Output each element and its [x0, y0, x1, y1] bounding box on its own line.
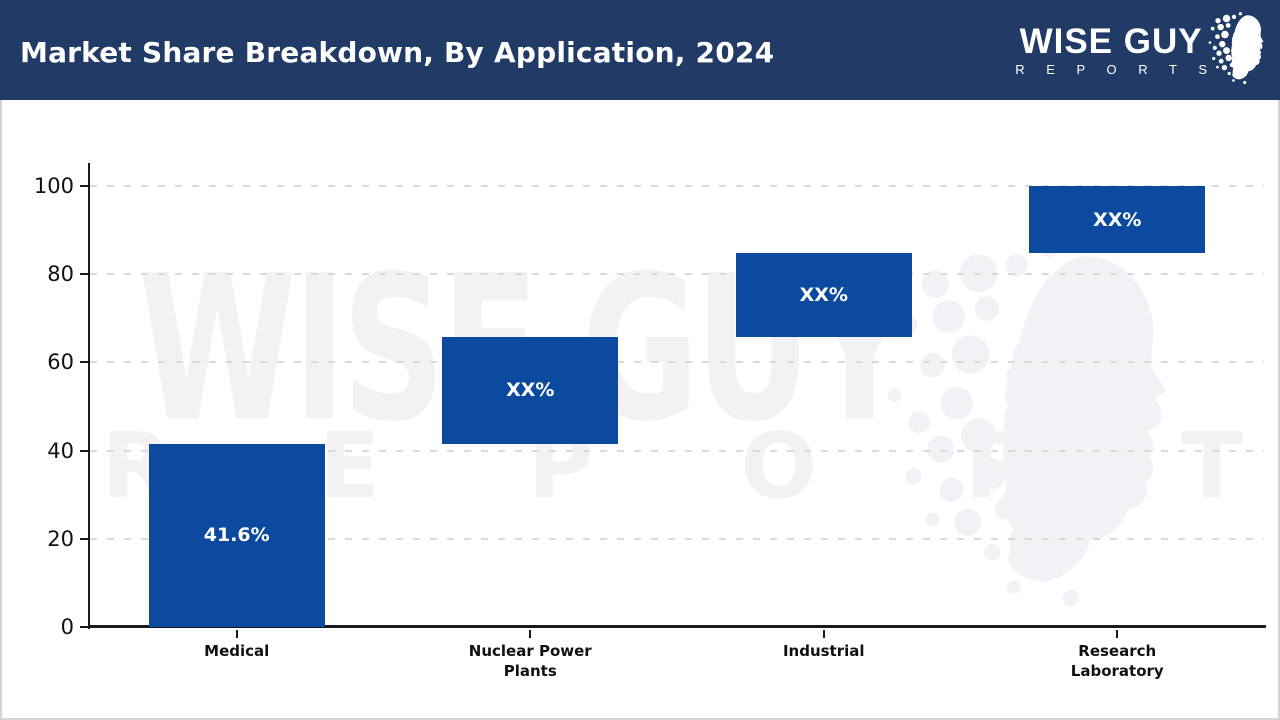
- bar-value-label: 41.6%: [203, 524, 270, 547]
- chart-figure: WISE GUY R E P O R T S 02040608010041.6%…: [0, 100, 1280, 720]
- bar-3: XX%: [735, 253, 912, 338]
- bar-value-label: XX%: [1093, 208, 1142, 231]
- y-tick-mark: [80, 273, 88, 276]
- wise-guy-head-icon: [1202, 10, 1266, 90]
- y-tick-label: 60: [47, 350, 74, 375]
- bar-1: 41.6%: [148, 443, 325, 627]
- y-tick-label: 40: [47, 438, 74, 463]
- x-tick-mark: [1116, 630, 1119, 638]
- logo-subtitle: R E P O R T S: [1015, 61, 1216, 77]
- x-tick-mark: [235, 630, 238, 638]
- bar-2: XX%: [442, 337, 619, 444]
- y-tick-mark: [80, 626, 88, 628]
- y-tick-mark: [80, 537, 88, 540]
- y-tick-label: 80: [47, 262, 74, 287]
- x-category-label: Medical: [204, 642, 270, 660]
- gridline-y-40: [90, 449, 1264, 452]
- y-tick-label: 20: [47, 526, 74, 551]
- y-tick-label: 100: [33, 174, 74, 198]
- bar-value-label: XX%: [506, 379, 555, 402]
- x-category-label: Nuclear Power Plants: [468, 642, 592, 680]
- y-tick-mark: [80, 361, 88, 364]
- bar-4: XX%: [1029, 186, 1206, 254]
- x-category-label: Research Laboratory: [1070, 642, 1164, 680]
- x-category-label: Industrial: [782, 642, 865, 660]
- y-tick-mark: [80, 449, 88, 452]
- gridline-y-20: [90, 537, 1264, 540]
- logo-wordmark: WISE GUY: [1019, 21, 1203, 61]
- wise-guy-logo: WISE GUY R E P O R T S: [1006, 8, 1266, 92]
- x-tick-mark: [529, 630, 532, 638]
- bar-value-label: XX%: [799, 284, 848, 307]
- y-axis-spine: [88, 163, 90, 629]
- gridline-y-60: [90, 361, 1264, 364]
- logo-text: WISE GUY R E P O R T S: [1006, 21, 1216, 77]
- gridline-y-80: [90, 273, 1264, 276]
- gridline-y-100: [90, 185, 1264, 187]
- y-tick-label: 0: [60, 615, 74, 639]
- y-tick-mark: [80, 185, 88, 187]
- header-bar: Market Share Breakdown, By Application, …: [0, 0, 1280, 100]
- x-tick-mark: [822, 630, 825, 638]
- page-title: Market Share Breakdown, By Application, …: [20, 36, 775, 69]
- x-axis-spine: [88, 625, 1266, 628]
- plot-area: 0 20 40 60 80 100 41.6% Medical XX% Nuclear Power…: [34, 163, 1266, 680]
